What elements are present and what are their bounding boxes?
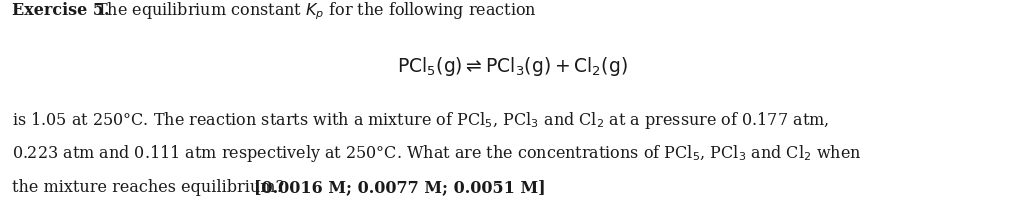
Text: The equilibrium constant $K_p$ for the following reaction: The equilibrium constant $K_p$ for the f… bbox=[91, 0, 537, 22]
Text: Exercise 5.: Exercise 5. bbox=[12, 2, 110, 19]
Text: $\mathrm{PCl_5(g) \rightleftharpoons PCl_3(g) + Cl_2(g)}$: $\mathrm{PCl_5(g) \rightleftharpoons PCl… bbox=[396, 55, 628, 78]
Text: the mixture reaches equilibrium?: the mixture reaches equilibrium? bbox=[12, 179, 284, 196]
Text: is 1.05 at 250°C. The reaction starts with a mixture of PCl$_5$, PCl$_3$ and Cl$: is 1.05 at 250°C. The reaction starts wi… bbox=[12, 110, 829, 131]
Text: 0.223 atm and 0.111 atm respectively at 250°C. What are the concentrations of PC: 0.223 atm and 0.111 atm respectively at … bbox=[12, 143, 861, 164]
Text: [0.0016 M; 0.0077 M; 0.0051 M]: [0.0016 M; 0.0077 M; 0.0051 M] bbox=[254, 179, 546, 196]
